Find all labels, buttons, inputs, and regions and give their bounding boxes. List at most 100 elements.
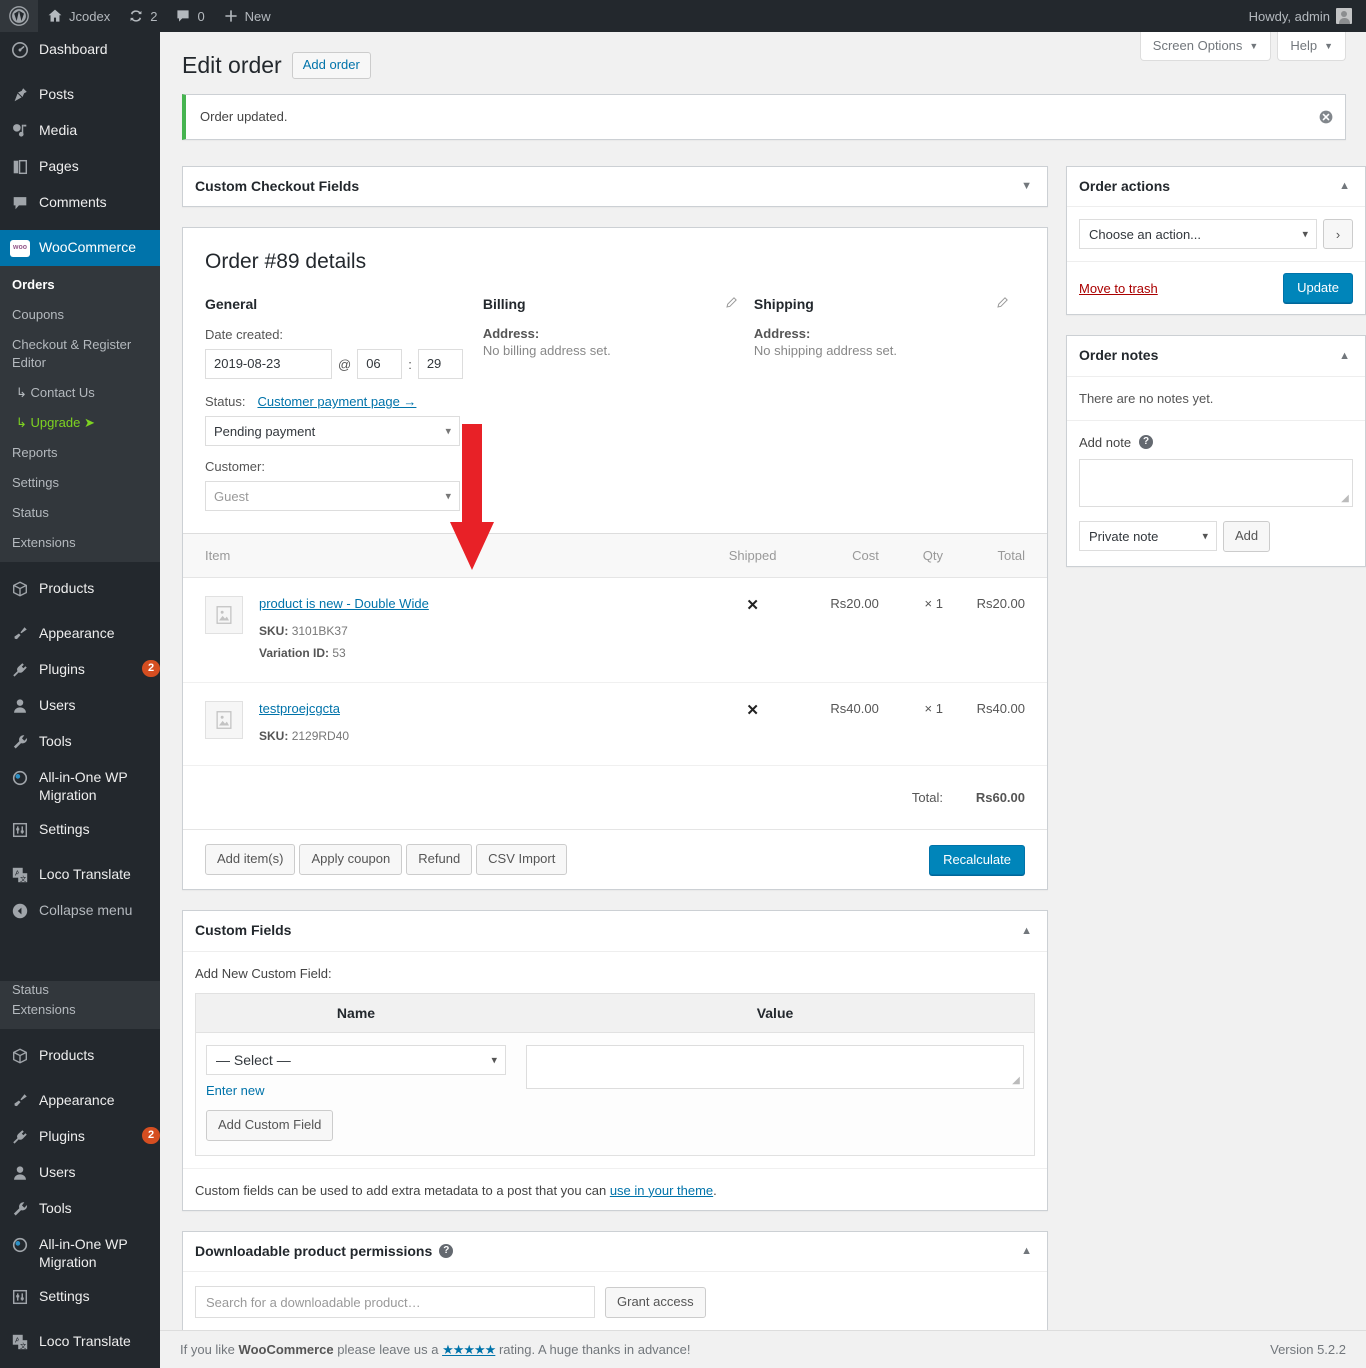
sidebar-item-products[interactable]: Products [0, 571, 160, 607]
new-content-menu[interactable]: New [214, 0, 280, 32]
note-type-select[interactable]: Private note [1079, 521, 1217, 552]
chevron-up-icon[interactable]: ▲ [1339, 349, 1350, 362]
submenu-item-extensions[interactable]: Extensions [12, 535, 76, 550]
item-name-link[interactable]: product is new - Double Wide [259, 596, 429, 612]
submenu-item-checkout-register-editor[interactable]: Checkout & Register Editor [12, 337, 132, 370]
sidebar-item-collapse-menu[interactable]: Collapse menu [0, 893, 160, 929]
sidebar-item-media[interactable]: Media [0, 113, 160, 149]
wordpress-logo-menu[interactable] [0, 0, 38, 32]
footnote-suffix: . [713, 1182, 717, 1198]
order-action-select[interactable]: Choose an action... [1079, 219, 1317, 250]
woocommerce-submenu[interactable]: Orders Coupons Checkout & Register Edito… [0, 266, 160, 562]
items-header-row: Item Shipped Cost Qty Total [183, 534, 1047, 579]
pencil-edit-icon[interactable] [995, 296, 1009, 313]
comments-menu[interactable]: 0 [166, 0, 213, 32]
order-date-input[interactable] [205, 349, 332, 380]
add-order-button[interactable]: Add order [291, 52, 371, 79]
add-note-section: Add note ? ◢ Private note Add [1067, 421, 1365, 566]
refund-button[interactable]: Refund [406, 844, 473, 876]
secondary-column: Order actions ▲ Choose an action... › Mo… [1066, 165, 1366, 587]
sidebar-item-appearance-repeat[interactable]: Appearance [0, 1083, 160, 1119]
submenu-item-coupons[interactable]: Coupons [12, 307, 65, 322]
chevron-up-icon[interactable]: ▲ [1339, 180, 1350, 193]
sidebar-item-settings[interactable]: Settings [0, 812, 160, 848]
add-note-button[interactable]: Add [1223, 520, 1271, 552]
order-hour-input[interactable] [357, 349, 403, 380]
sidebar-item-users[interactable]: Users [0, 688, 160, 724]
custom-field-value-textarea[interactable]: ◢ [526, 1044, 1024, 1089]
order-minute-input[interactable] [417, 349, 463, 380]
sidebar-item-plugins[interactable]: Plugins 2 [0, 652, 160, 688]
sidebar-item-tools[interactable]: Tools [0, 724, 160, 760]
apply-coupon-button[interactable]: Apply coupon [299, 844, 403, 876]
site-name-menu[interactable]: Jcodex [38, 0, 119, 32]
order-note-textarea[interactable]: ◢ [1079, 458, 1353, 507]
order-actions-header[interactable]: Order actions ▲ [1067, 167, 1365, 208]
close-icon[interactable] [1315, 106, 1337, 128]
chevron-down-icon[interactable]: ▼ [1021, 180, 1032, 193]
submenu-item-orders[interactable]: Orders [12, 277, 55, 292]
add-custom-field-button[interactable]: Add Custom Field [206, 1109, 334, 1141]
help-tip-icon[interactable]: ? [439, 1244, 454, 1259]
pencil-edit-icon[interactable] [724, 296, 738, 313]
sidebar-item-comments[interactable]: Comments [0, 185, 160, 221]
sidebar-item-pages[interactable]: Pages [0, 149, 160, 185]
custom-fields-header[interactable]: Custom Fields ▲ [183, 911, 1047, 952]
plugins-update-badge: 2 [142, 1127, 160, 1144]
item-name-link[interactable]: testproejcgcta [259, 701, 340, 717]
customer-select[interactable]: Guest [205, 481, 460, 512]
submenu-item-settings[interactable]: Settings [12, 475, 59, 490]
order-items-section: Item Shipped Cost Qty Total [183, 533, 1047, 890]
csv-import-button[interactable]: CSV Import [476, 844, 568, 876]
downloadable-permissions-header[interactable]: Downloadable product permissions ? ▲ [183, 1232, 1047, 1273]
use-in-theme-link[interactable]: use in your theme [609, 1182, 714, 1198]
sidebar-item-woocommerce[interactable]: woo WooCommerce [0, 230, 160, 266]
custom-checkout-fields-header[interactable]: Custom Checkout Fields ▼ [183, 167, 1047, 207]
my-account-menu[interactable]: Howdy, admin [1240, 0, 1366, 32]
chevron-up-icon[interactable]: ▲ [1021, 1245, 1032, 1258]
order-status-select[interactable]: Pending payment [205, 416, 460, 447]
sidebar-item-settings-repeat[interactable]: Settings [0, 1279, 160, 1315]
add-items-button[interactable]: Add item(s) [205, 844, 296, 876]
plugins-update-badge: 2 [142, 660, 160, 677]
sidebar-item-all-in-one-wp-migration-repeat[interactable]: All-in-One WP Migration [0, 1227, 160, 1279]
sidebar-item-posts[interactable]: Posts [0, 77, 160, 113]
rating-stars-link[interactable]: ★★★★★ [442, 1341, 496, 1357]
submenu-item-upgrade[interactable]: ↳ Upgrade ➤ [16, 415, 95, 430]
help-tip-icon[interactable]: ? [1139, 435, 1154, 450]
sidebar-item-dashboard[interactable]: Dashboard [0, 32, 160, 68]
sidebar-item-appearance[interactable]: Appearance [0, 616, 160, 652]
update-button[interactable]: Update [1283, 273, 1353, 304]
sidebar-item-plugins-repeat[interactable]: Plugins 2 [0, 1119, 160, 1155]
submenu-item-status-repeat[interactable]: Status [12, 982, 49, 995]
submenu-item-extensions-repeat[interactable]: Extensions [12, 1002, 76, 1017]
submenu-item-contact-us[interactable]: ↳ Contact Us [16, 385, 95, 400]
enter-new-link[interactable]: Enter new [206, 1082, 265, 1098]
submenu-item-status[interactable]: Status [12, 505, 49, 520]
sidebar-item-users-repeat[interactable]: Users [0, 1155, 160, 1191]
admin-sidebar-menu[interactable]: Dashboard Posts Media Pages Comments woo… [0, 32, 160, 1368]
sidebar-item-all-in-one-wp-migration[interactable]: All-in-One WP Migration [0, 760, 160, 812]
custom-field-name-select[interactable]: — Select — [206, 1044, 506, 1075]
order-notes-header[interactable]: Order notes ▲ [1067, 336, 1365, 377]
woocommerce-submenu-repeat[interactable]: Status Extensions [0, 981, 160, 1029]
screen-options-button[interactable]: Screen Options ▼ [1139, 32, 1272, 61]
updates-menu[interactable]: 2 [119, 0, 166, 32]
comments-count: 0 [197, 8, 205, 24]
move-to-trash-link[interactable]: Move to trash [1079, 280, 1158, 296]
help-button[interactable]: Help ▼ [1277, 32, 1346, 61]
chevron-down-icon: ▼ [1249, 40, 1259, 51]
chevron-up-icon[interactable]: ▲ [1021, 924, 1032, 937]
grant-access-button[interactable]: Grant access [605, 1286, 706, 1318]
sidebar-item-products-repeat[interactable]: Products [0, 1038, 160, 1074]
downloadable-product-search-input[interactable] [195, 1286, 595, 1319]
apply-action-button[interactable]: › [1323, 219, 1353, 250]
sidebar-item-collapse-menu-repeat[interactable]: Collapse menu [0, 1360, 160, 1368]
sidebar-item-tools-repeat[interactable]: Tools [0, 1191, 160, 1227]
customer-payment-page-link[interactable]: Customer payment page → [257, 394, 417, 410]
submenu-item-reports[interactable]: Reports [12, 445, 58, 460]
recalculate-button[interactable]: Recalculate [929, 844, 1025, 875]
menu-separator [0, 68, 160, 77]
